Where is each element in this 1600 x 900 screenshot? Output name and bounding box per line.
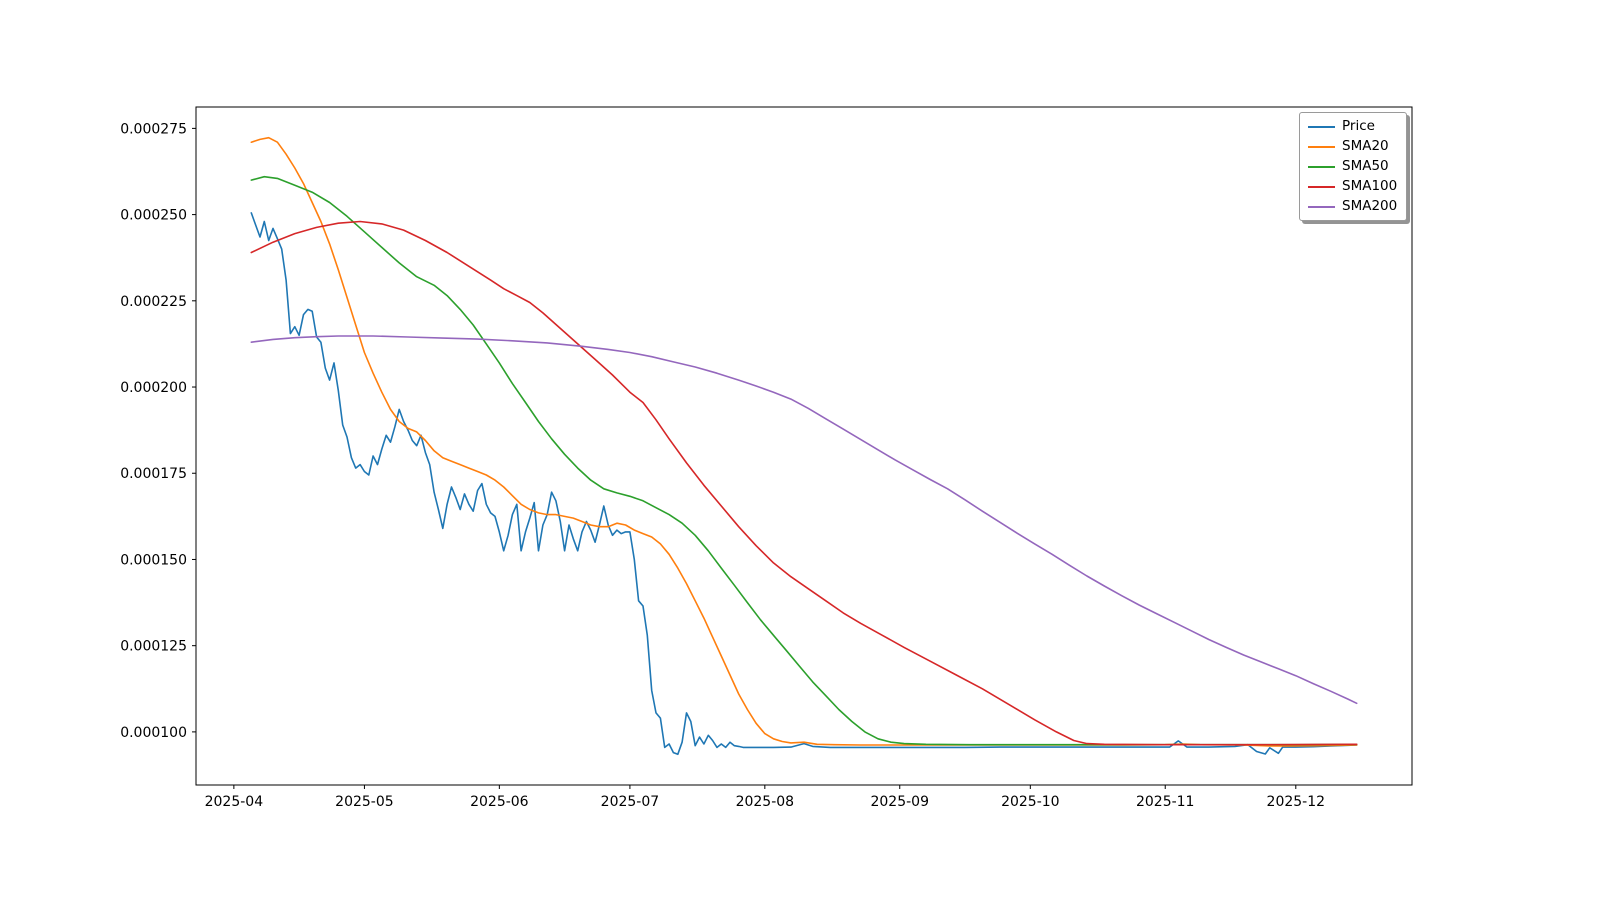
x-tick-label: 2025-05	[335, 794, 394, 810]
sma50-line-sample-icon	[1308, 165, 1335, 168]
y-tick-label: 0.000250	[120, 208, 187, 224]
x-tick-label: 2025-10	[1001, 794, 1060, 810]
series-line-sma200	[250, 335, 1358, 705]
y-tick-label: 0.000125	[120, 639, 187, 655]
sma100-line-sample-icon	[1308, 185, 1335, 188]
x-tick-label: 2025-04	[205, 794, 264, 810]
y-tick-label: 0.000200	[120, 380, 187, 396]
x-tick-label: 2025-11	[1136, 794, 1195, 810]
x-tick-label: 2025-06	[470, 794, 529, 810]
price-line-sample-icon	[1308, 125, 1335, 128]
sma20-line-sample-icon	[1308, 145, 1335, 148]
legend-item-sma100: SMA100	[1308, 178, 1397, 195]
series-line-price	[250, 212, 1358, 756]
x-tick-label: 2025-09	[870, 794, 929, 810]
legend-item-sma200: SMA200	[1308, 198, 1397, 215]
x-tick-label: 2025-12	[1267, 794, 1326, 810]
y-tick-label: 0.000175	[120, 466, 187, 482]
legend-item-price: Price	[1308, 118, 1397, 135]
legend-item-sma20: SMA20	[1308, 138, 1397, 155]
y-tick-label: 0.000150	[120, 552, 187, 568]
x-tick-label: 2025-08	[736, 794, 795, 810]
x-tick-label: 2025-07	[601, 794, 660, 810]
legend-label-sma20: SMA20	[1342, 138, 1389, 154]
y-tick-label: 0.000275	[120, 121, 187, 137]
legend-item-sma50: SMA50	[1308, 158, 1397, 175]
series-line-sma20	[250, 136, 1358, 747]
y-tick-label: 0.000100	[120, 725, 187, 741]
legend-label-price: Price	[1342, 118, 1375, 134]
legend: Price SMA20 SMA50 SMA100 SMA200	[1299, 112, 1408, 221]
legend-label-sma200: SMA200	[1342, 198, 1398, 214]
series-line-sma50	[250, 175, 1358, 746]
legend-label-sma100: SMA100	[1342, 178, 1398, 194]
series-line-sma100	[250, 220, 1358, 746]
legend-label-sma50: SMA50	[1342, 158, 1389, 174]
axes-frame	[195, 106, 1413, 786]
y-tick-label: 0.000225	[120, 294, 187, 310]
sma200-line-sample-icon	[1308, 205, 1335, 208]
